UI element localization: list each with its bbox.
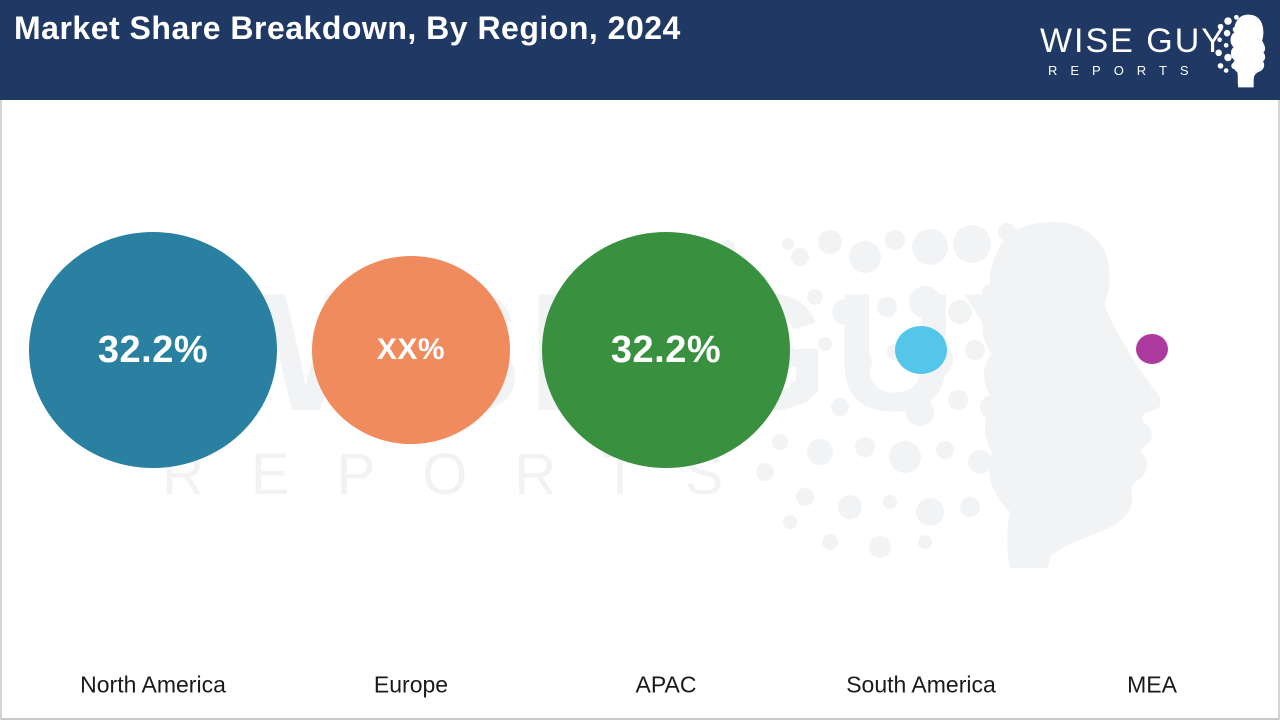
bubble-south-america	[895, 326, 947, 374]
category-label-europe: Europe	[373, 671, 449, 698]
category-label-mea: MEA	[1127, 671, 1177, 698]
header-bar: Market Share Breakdown, By Region, 2024 …	[0, 0, 1280, 100]
brand-name: WISE GUY	[1039, 22, 1226, 60]
brand-logo: WISE GUY REPORTS	[1040, 12, 1270, 88]
bubble-apac: 32.2%	[542, 232, 790, 468]
category-label-apac: APAC	[635, 671, 697, 698]
bubble-value-label: 32.2%	[97, 328, 209, 371]
category-label-south-america: South America	[846, 671, 996, 698]
bubble-value-label: 32.2%	[610, 328, 722, 371]
brand-logo-text: WISE GUY REPORTS	[1040, 24, 1226, 78]
brand-subtitle: REPORTS	[1047, 63, 1202, 78]
bubble-north-america: 32.2%	[29, 232, 277, 468]
bubble-europe: XX%	[312, 256, 510, 444]
page-title: Market Share Breakdown, By Region, 2024	[14, 10, 681, 46]
category-label-north-america: North America	[80, 671, 226, 698]
bubble-mea	[1136, 334, 1168, 364]
bubble-value-label: XX%	[376, 333, 446, 366]
logo-head-icon	[1215, 14, 1266, 88]
